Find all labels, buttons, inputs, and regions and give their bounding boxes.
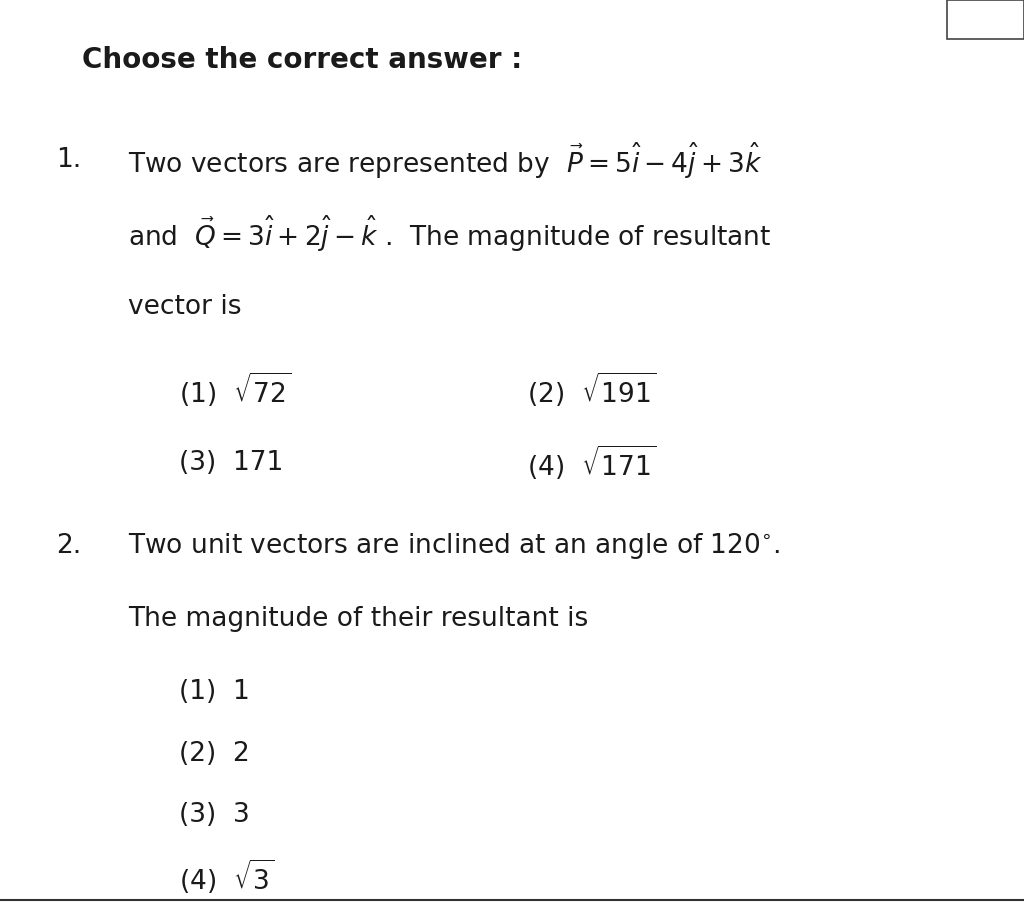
Text: vector is: vector is bbox=[128, 294, 242, 320]
Text: (4)  $\sqrt{171}$: (4) $\sqrt{171}$ bbox=[527, 444, 656, 482]
Text: Choose the correct answer :: Choose the correct answer : bbox=[82, 46, 522, 73]
Text: (3)  3: (3) 3 bbox=[179, 802, 250, 828]
Text: and  $\vec{Q} = 3\hat{i} + 2\hat{j} - \hat{k}$ .  The magnitude of resultant: and $\vec{Q} = 3\hat{i} + 2\hat{j} - \ha… bbox=[128, 214, 771, 254]
Text: (4)  $\sqrt{3}$: (4) $\sqrt{3}$ bbox=[179, 857, 274, 896]
Text: Two vectors are represented by  $\vec{P} = 5\hat{i} - 4\hat{j} + 3\hat{k}$: Two vectors are represented by $\vec{P} … bbox=[128, 140, 762, 181]
Bar bbox=[947, 0, 1024, 39]
Text: (3)  171: (3) 171 bbox=[179, 450, 284, 476]
Text: 1.: 1. bbox=[56, 148, 82, 173]
Text: 2.: 2. bbox=[56, 533, 82, 558]
Text: (2)  2: (2) 2 bbox=[179, 741, 250, 767]
Text: (1)  $\sqrt{72}$: (1) $\sqrt{72}$ bbox=[179, 370, 292, 409]
Text: Two unit vectors are inclined at an angle of 120$^{\circ}$.: Two unit vectors are inclined at an angl… bbox=[128, 531, 780, 560]
Text: The magnitude of their resultant is: The magnitude of their resultant is bbox=[128, 606, 588, 632]
Text: (1)  1: (1) 1 bbox=[179, 679, 250, 705]
Text: (2)  $\sqrt{191}$: (2) $\sqrt{191}$ bbox=[527, 370, 656, 409]
